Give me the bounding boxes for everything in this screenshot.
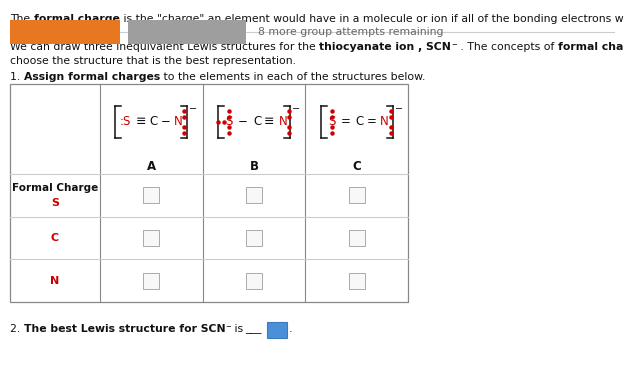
Text: =: = — [341, 115, 351, 128]
Text: N: N — [174, 115, 183, 128]
Text: ⁻: ⁻ — [451, 42, 457, 52]
Text: 1.: 1. — [10, 72, 24, 82]
Text: is: is — [231, 324, 243, 334]
Text: N: N — [380, 115, 389, 128]
Text: The: The — [10, 14, 34, 24]
Bar — [144, 187, 159, 203]
Text: Retry Entire Group: Retry Entire Group — [130, 27, 245, 37]
Text: choose the structure that is the best representation.: choose the structure that is the best re… — [10, 56, 296, 66]
Text: S: S — [225, 115, 233, 128]
Text: Submit Answer: Submit Answer — [19, 27, 111, 37]
Text: ≡: ≡ — [264, 115, 275, 128]
Text: to the elements in each of the structures below.: to the elements in each of the structure… — [160, 72, 426, 82]
Bar — [349, 187, 364, 203]
Bar — [144, 273, 159, 289]
Text: =: = — [367, 115, 377, 128]
Text: S: S — [328, 115, 335, 128]
Text: . The concepts of: . The concepts of — [457, 42, 558, 52]
Text: ≡: ≡ — [136, 115, 147, 128]
Text: thiocyanate ion , SCN: thiocyanate ion , SCN — [319, 42, 451, 52]
Text: N: N — [51, 276, 60, 286]
Bar — [267, 322, 287, 338]
Text: −: − — [160, 115, 170, 128]
Text: C: C — [149, 115, 157, 128]
Text: −: − — [189, 104, 197, 114]
Text: .: . — [290, 324, 293, 334]
Text: A: A — [147, 160, 156, 173]
Text: −: − — [394, 104, 402, 114]
Text: S: S — [51, 198, 59, 208]
Text: −: − — [292, 104, 300, 114]
Text: formal charge: formal charge — [558, 42, 624, 52]
Bar — [246, 230, 262, 246]
Bar — [10, 20, 120, 44]
Bar — [349, 230, 364, 246]
Bar — [246, 273, 262, 289]
Text: is the "charge" an element would have in a molecule or ion if all of the bonding: is the "charge" an element would have in… — [120, 14, 624, 24]
Text: Formal Charge: Formal Charge — [12, 183, 98, 193]
Text: ⁻: ⁻ — [225, 324, 231, 334]
Text: formal charge: formal charge — [34, 14, 120, 24]
Bar — [10, 84, 408, 302]
Text: :S: :S — [120, 115, 131, 128]
Text: C: C — [356, 115, 364, 128]
Text: Assign formal charges: Assign formal charges — [24, 72, 160, 82]
Text: The best Lewis structure for SCN: The best Lewis structure for SCN — [24, 324, 225, 334]
Text: 2.: 2. — [10, 324, 24, 334]
Bar — [246, 187, 262, 203]
Bar — [349, 273, 364, 289]
Text: B: B — [250, 160, 258, 173]
Text: ___: ___ — [245, 324, 261, 334]
Text: ⬡: ⬡ — [274, 326, 281, 334]
Text: N: N — [279, 115, 288, 128]
Text: C: C — [353, 160, 361, 173]
Text: C: C — [51, 233, 59, 243]
Bar — [144, 230, 159, 246]
Text: We can draw three inequivalent Lewis structures for the: We can draw three inequivalent Lewis str… — [10, 42, 319, 52]
Text: 8 more group attempts remaining: 8 more group attempts remaining — [258, 27, 444, 37]
Text: −: − — [238, 115, 248, 128]
Text: C: C — [253, 115, 261, 128]
Bar — [128, 20, 246, 44]
